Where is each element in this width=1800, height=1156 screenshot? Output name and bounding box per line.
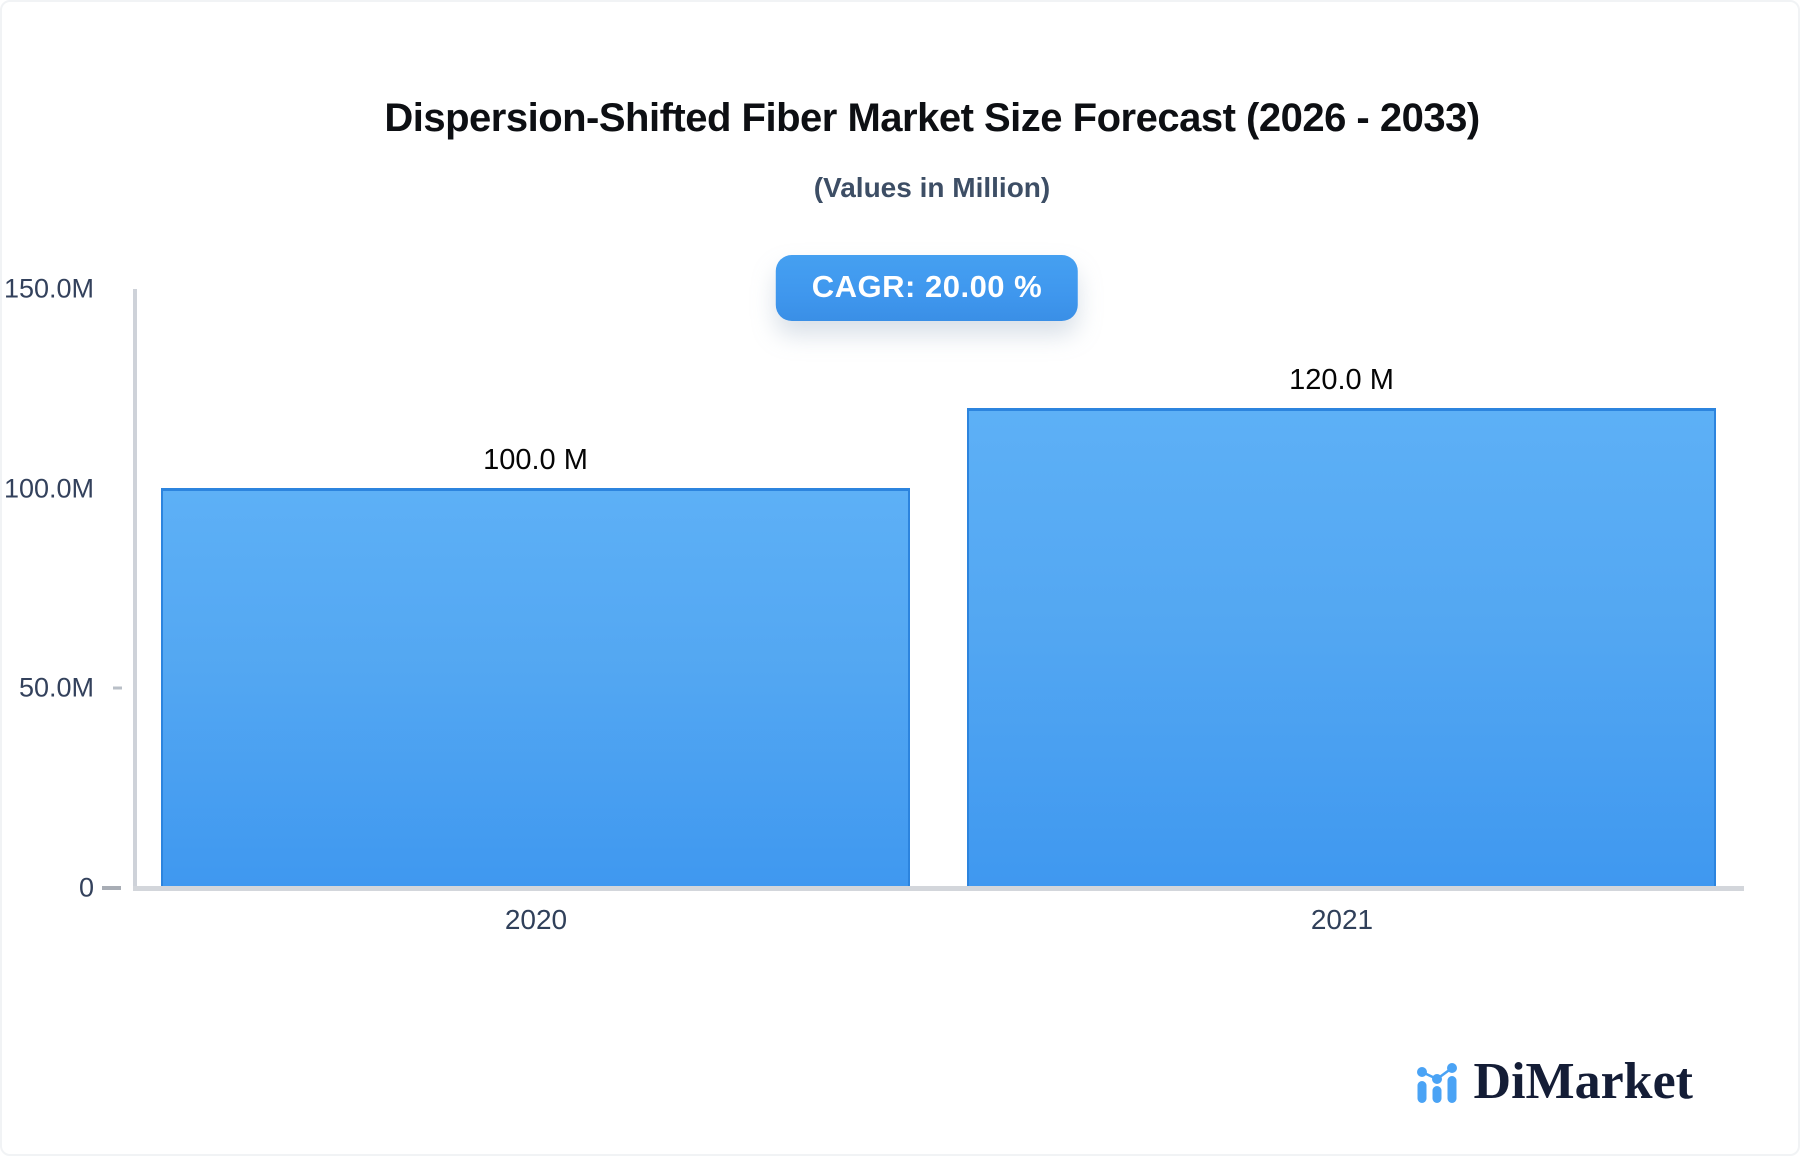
page-subtitle: (Values in Million) [813,172,1051,203]
y-axis-tick-label: 0 [78,872,94,903]
cagr-badge-label: CAGR: 20.00 % [811,269,1043,304]
y-axis-line [133,289,137,888]
bar-value-label: 120.0 M [1289,364,1394,396]
x-axis-line [133,886,1744,891]
y-axis-labels: 150.0M 100.0M 50.0M 0 [2,274,94,903]
y-axis-tick-label: 100.0M [3,473,94,504]
bar-2020[interactable] [161,488,910,887]
dimarket-logo: DiMarket [1416,1056,1693,1108]
bar-2021[interactable] [967,408,1716,887]
y-axis-tick-mark [102,886,121,890]
dimarket-logo-icon [1416,1063,1457,1103]
y-axis-tick-mark [113,686,122,690]
bar-value-label: 100.0 M [483,444,588,476]
y-axis-tick-label: 150.0M [3,273,94,304]
x-axis-label: 2020 [504,904,568,935]
page-title: Dispersion-Shifted Fiber Market Size For… [384,96,1480,140]
bar-chart: 150.0M 100.0M 50.0M 0 100.0 M 2020 120.0 M 202… [2,274,1800,935]
cagr-badge: CAGR: 20.00 % [775,255,1079,321]
dimarket-logo-text: DiMarket [1473,1053,1693,1110]
y-axis-tick-label: 50.0M [18,672,94,703]
x-axis-label: 2021 [1310,904,1374,935]
plot-area: 100.0 M 2020 120.0 M 2021 [133,289,1744,935]
